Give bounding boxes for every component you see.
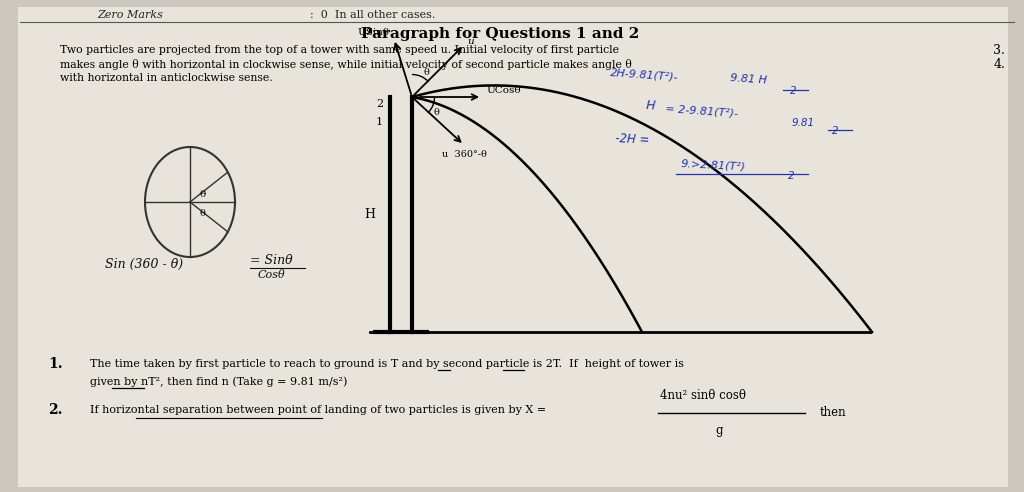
Text: u  360°-θ: u 360°-θ	[442, 150, 486, 159]
Text: H: H	[645, 98, 655, 112]
Text: g: g	[715, 424, 723, 437]
Text: USinθ: USinθ	[357, 28, 389, 37]
Text: θ: θ	[200, 190, 206, 199]
Text: 3.: 3.	[993, 43, 1005, 57]
FancyBboxPatch shape	[18, 7, 1008, 487]
Text: 4nu² sinθ cosθ: 4nu² sinθ cosθ	[660, 389, 746, 402]
Text: :  0  In all other cases.: : 0 In all other cases.	[310, 10, 435, 20]
Text: Paragraph for Questions 1 and 2: Paragraph for Questions 1 and 2	[360, 27, 639, 41]
Text: θ: θ	[434, 108, 440, 117]
Text: then: then	[820, 405, 847, 419]
Text: UCosθ: UCosθ	[486, 86, 520, 95]
Text: 2.: 2.	[48, 403, 62, 417]
Text: = 2-9.81(T²)-: = 2-9.81(T²)-	[665, 104, 738, 119]
Text: Two particles are projected from the top of a tower with same speed u. Initial v: Two particles are projected from the top…	[60, 45, 618, 55]
Text: θ: θ	[200, 209, 206, 218]
Text: = Sinθ: = Sinθ	[250, 253, 293, 267]
Text: 2: 2	[831, 126, 839, 136]
Text: The time taken by first particle to reach to ground is T and by second particle : The time taken by first particle to reac…	[90, 359, 684, 369]
Text: 2: 2	[376, 99, 383, 109]
Text: makes angle θ with horizontal in clockwise sense, while initial velocity of seco: makes angle θ with horizontal in clockwi…	[60, 59, 632, 69]
Text: Cosθ: Cosθ	[258, 270, 286, 280]
Text: 2: 2	[788, 171, 795, 181]
Text: 2: 2	[790, 86, 797, 96]
Text: If horizontal separation between point of landing of two particles is given by X: If horizontal separation between point o…	[90, 405, 546, 415]
Text: H: H	[365, 209, 376, 221]
Text: -2H =: -2H =	[615, 132, 650, 147]
Text: 9.81: 9.81	[792, 118, 815, 128]
Text: 4.: 4.	[993, 58, 1005, 70]
Text: 9.81 H: 9.81 H	[730, 73, 767, 86]
Text: Sin (360 - θ): Sin (360 - θ)	[105, 257, 183, 271]
Text: θ: θ	[424, 68, 430, 77]
Text: 2H-9.81(T²)-: 2H-9.81(T²)-	[610, 67, 679, 82]
Text: 9.>2.81(T²): 9.>2.81(T²)	[680, 158, 745, 172]
Text: with horizontal in anticlockwise sense.: with horizontal in anticlockwise sense.	[60, 73, 272, 83]
Text: given by nT², then find n (Take g = 9.81 m/s²): given by nT², then find n (Take g = 9.81…	[90, 377, 347, 387]
Text: u: u	[467, 37, 474, 46]
Text: 1: 1	[376, 117, 383, 127]
Text: Zero Marks: Zero Marks	[97, 10, 163, 20]
Text: 1.: 1.	[48, 357, 62, 371]
